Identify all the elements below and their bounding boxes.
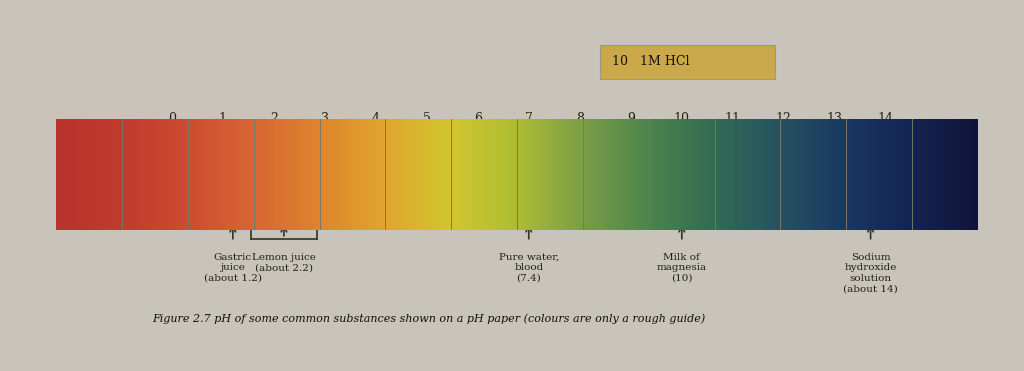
Text: Figure 2.7 pH of some common substances shown on a pH paper (colours are only a : Figure 2.7 pH of some common substances … <box>152 314 706 325</box>
Text: 5: 5 <box>423 112 431 125</box>
Text: Gastric
juice
(about 1.2): Gastric juice (about 1.2) <box>204 253 262 283</box>
Text: 12: 12 <box>776 112 792 125</box>
Text: 2: 2 <box>269 112 278 125</box>
Text: 9: 9 <box>627 112 635 125</box>
Text: 7: 7 <box>525 112 532 125</box>
Text: 11: 11 <box>725 112 740 125</box>
Text: 3: 3 <box>321 112 329 125</box>
Text: 14: 14 <box>878 112 894 125</box>
Text: 10: 10 <box>674 112 690 125</box>
Text: 4: 4 <box>372 112 380 125</box>
Text: 13: 13 <box>826 112 843 125</box>
Text: 8: 8 <box>575 112 584 125</box>
Text: Milk of
magnesia
(10): Milk of magnesia (10) <box>656 253 707 283</box>
Text: 6: 6 <box>474 112 481 125</box>
Text: Sodium
hydroxide
solution
(about 14): Sodium hydroxide solution (about 14) <box>843 253 898 293</box>
FancyBboxPatch shape <box>600 45 775 79</box>
Text: 0: 0 <box>168 112 176 125</box>
Text: 10   1M HCl: 10 1M HCl <box>612 55 689 68</box>
Text: Pure water,
blood
(7.4): Pure water, blood (7.4) <box>499 253 559 283</box>
Text: 1: 1 <box>219 112 226 125</box>
Text: Lemon juice
(about 2.2): Lemon juice (about 2.2) <box>252 253 315 272</box>
